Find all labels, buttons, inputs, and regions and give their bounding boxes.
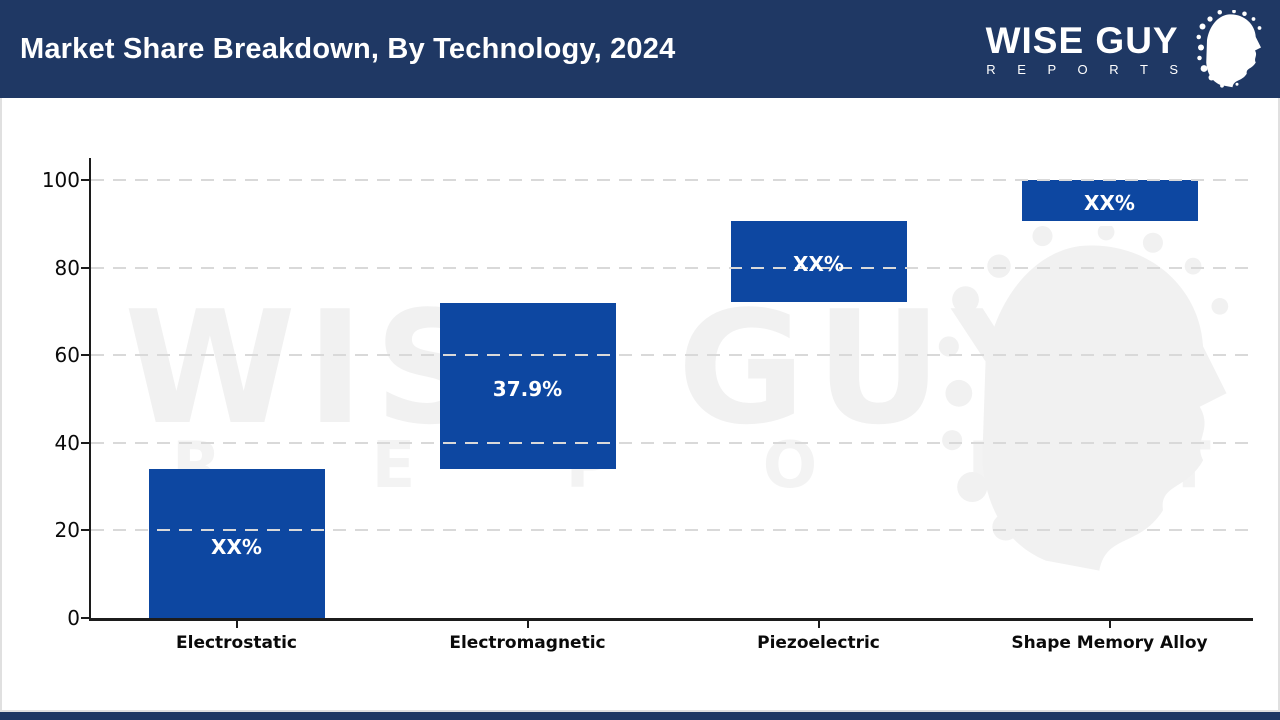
- logo-wordmark-sub: R E P O R T S: [986, 61, 1187, 77]
- x-category-label: Electrostatic: [176, 633, 297, 653]
- x-category-label: Electromagnetic: [449, 633, 606, 653]
- y-tick-label: 100: [41, 168, 80, 193]
- gridline-40: [91, 441, 1253, 444]
- bar-value-label: XX%: [793, 252, 844, 277]
- bar-value-label: XX%: [211, 534, 262, 559]
- x-category-label: Shape Memory Alloy: [1011, 633, 1208, 653]
- y-tick-label: 0: [67, 606, 80, 630]
- y-tick-label: 20: [54, 518, 80, 543]
- y-tick-mark: [81, 441, 89, 444]
- y-tick-mark: [81, 529, 89, 532]
- x-tick-mark: [1108, 621, 1111, 628]
- y-tick-label: 60: [54, 343, 80, 368]
- watermark-head-icon: [938, 226, 1229, 571]
- chart-canvas: WISE GUY R E P O R T S 020406080100Elect…: [0, 98, 1280, 712]
- x-tick-mark: [817, 621, 820, 628]
- plot-area: 0 20 40 60 80 100 Electrostatic Electromagnetic…: [42, 158, 1253, 653]
- y-tick-mark: [81, 354, 89, 357]
- y-tick-label: 40: [54, 430, 80, 455]
- gridline-20: [91, 529, 1253, 532]
- logo-wordmark-main: WISE GUY: [985, 19, 1179, 61]
- x-tick-mark: [235, 621, 238, 628]
- y-tick-label: 80: [54, 255, 80, 280]
- gridline-100: [91, 179, 1253, 182]
- x-tick-mark: [526, 621, 529, 628]
- bar-value-label: 37.9%: [492, 377, 563, 402]
- x-category-label: Piezoelectric: [757, 633, 880, 653]
- y-tick-mark: [81, 617, 89, 619]
- gridline-80: [91, 266, 1253, 269]
- wise-guy-reports-logo: WISE GUY R E P O R T S: [977, 10, 1264, 88]
- y-tick-mark: [81, 266, 89, 269]
- bar-shape-memory-alloy: [1021, 179, 1198, 221]
- bar-value-label: XX%: [1084, 191, 1135, 216]
- header-bar: Market Share Breakdown, By Technology, 2…: [0, 0, 1280, 98]
- logo-wordmark: WISE GUY R E P O R T S: [977, 22, 1187, 77]
- footer-bar: [0, 712, 1280, 720]
- y-tick-mark: [81, 179, 89, 182]
- bar-electromagnetic: [439, 303, 616, 470]
- bar-electrostatic: [148, 469, 325, 618]
- gridline-60: [91, 354, 1253, 357]
- bar-piezoelectric: [730, 220, 907, 303]
- logo-head-icon: [1196, 10, 1262, 88]
- page-title: Market Share Breakdown, By Technology, 2…: [20, 32, 676, 65]
